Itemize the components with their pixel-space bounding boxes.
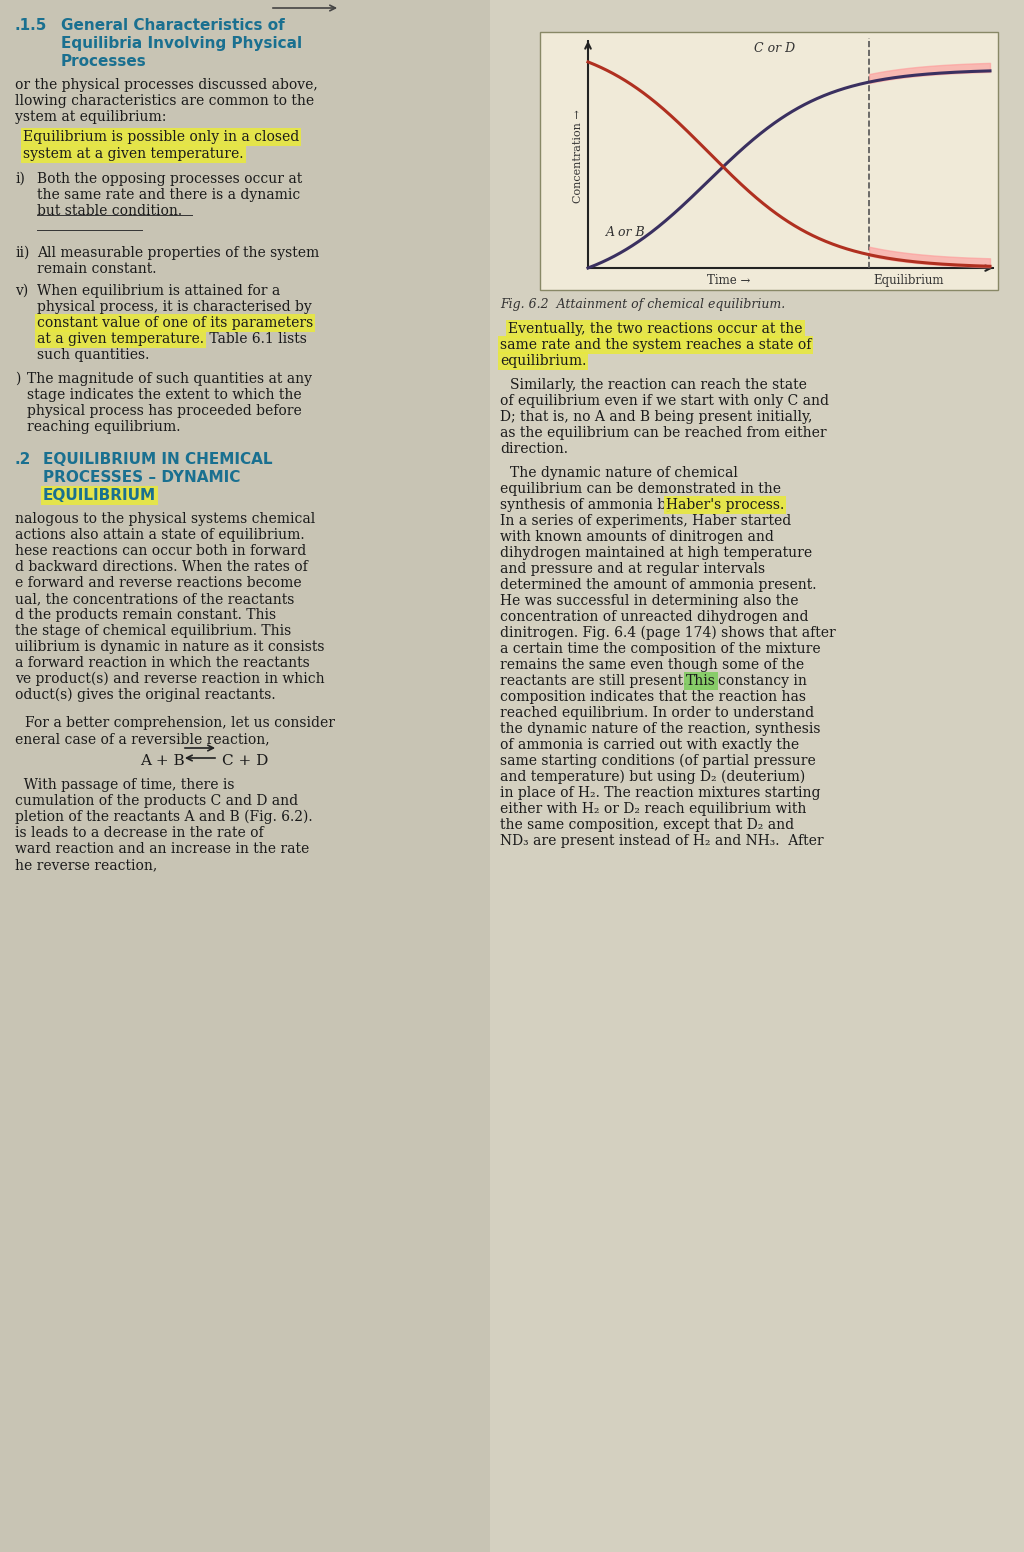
Text: oduct(s) gives the original reactants.: oduct(s) gives the original reactants. bbox=[15, 688, 275, 703]
Text: of equilibrium even if we start with only C and: of equilibrium even if we start with onl… bbox=[500, 394, 829, 408]
Text: the stage of chemical equilibrium. This: the stage of chemical equilibrium. This bbox=[15, 624, 291, 638]
Text: reached equilibrium. In order to understand: reached equilibrium. In order to underst… bbox=[500, 706, 814, 720]
Text: as the equilibrium can be reached from either: as the equilibrium can be reached from e… bbox=[500, 425, 826, 441]
Text: and temperature) but using D₂ (deuterium): and temperature) but using D₂ (deuterium… bbox=[500, 770, 805, 784]
Text: ve product(s) and reverse reaction in which: ve product(s) and reverse reaction in wh… bbox=[15, 672, 325, 686]
Text: D; that is, no A and B being present initially,: D; that is, no A and B being present ini… bbox=[500, 410, 812, 424]
Text: Time →: Time → bbox=[707, 275, 751, 287]
Text: physical process, it is characterised by: physical process, it is characterised by bbox=[37, 300, 311, 314]
Text: of ammonia is carried out with exactly the: of ammonia is carried out with exactly t… bbox=[500, 739, 799, 753]
Text: is leads to a decrease in the rate of: is leads to a decrease in the rate of bbox=[15, 826, 263, 840]
Text: General Characteristics of: General Characteristics of bbox=[61, 19, 285, 33]
Text: uilibrium is dynamic in nature as it consists: uilibrium is dynamic in nature as it con… bbox=[15, 639, 325, 653]
Text: constant value of one of its parameters: constant value of one of its parameters bbox=[37, 317, 313, 331]
Text: cumulation of the products C and D and: cumulation of the products C and D and bbox=[15, 795, 298, 809]
Text: He was successful in determining also the: He was successful in determining also th… bbox=[500, 594, 799, 608]
Text: When equilibrium is attained for a: When equilibrium is attained for a bbox=[37, 284, 281, 298]
Text: Both the opposing processes occur at: Both the opposing processes occur at bbox=[37, 172, 302, 186]
Text: Fig. 6.2  Attainment of chemical equilibrium.: Fig. 6.2 Attainment of chemical equilibr… bbox=[500, 298, 785, 310]
Text: ystem at equilibrium:: ystem at equilibrium: bbox=[15, 110, 166, 124]
Text: ward reaction and an increase in the rate: ward reaction and an increase in the rat… bbox=[15, 843, 309, 857]
Text: constancy in: constancy in bbox=[718, 674, 807, 688]
Text: direction.: direction. bbox=[500, 442, 568, 456]
Text: C or D: C or D bbox=[755, 42, 796, 54]
Text: either with H₂ or D₂ reach equilibrium with: either with H₂ or D₂ reach equilibrium w… bbox=[500, 802, 806, 816]
Text: ual, the concentrations of the reactants: ual, the concentrations of the reactants bbox=[15, 591, 294, 605]
Text: i): i) bbox=[15, 172, 25, 186]
Text: Processes: Processes bbox=[61, 54, 146, 68]
Text: PROCESSES – DYNAMIC: PROCESSES – DYNAMIC bbox=[43, 470, 241, 484]
Text: C + D: C + D bbox=[222, 754, 268, 768]
Bar bbox=[490, 0, 1024, 1552]
Text: Haber's process.: Haber's process. bbox=[666, 498, 784, 512]
Text: synthesis of ammonia by: synthesis of ammonia by bbox=[500, 498, 678, 512]
Text: With passage of time, there is: With passage of time, there is bbox=[15, 778, 234, 792]
Text: .1.5: .1.5 bbox=[15, 19, 47, 33]
Text: Eventually, the two reactions occur at the: Eventually, the two reactions occur at t… bbox=[508, 321, 803, 335]
Text: Equilibria Involving Physical: Equilibria Involving Physical bbox=[61, 36, 302, 51]
Text: Concentration →: Concentration → bbox=[573, 109, 583, 203]
Text: v): v) bbox=[15, 284, 29, 298]
FancyBboxPatch shape bbox=[540, 33, 998, 290]
Text: equilibrium.: equilibrium. bbox=[500, 354, 587, 368]
Text: ): ) bbox=[15, 372, 20, 386]
Text: such quantities.: such quantities. bbox=[37, 348, 150, 362]
Text: Equilibrium: Equilibrium bbox=[873, 275, 944, 287]
Text: reaching equilibrium.: reaching equilibrium. bbox=[27, 421, 180, 435]
Text: For a better comprehension, let us consider: For a better comprehension, let us consi… bbox=[25, 715, 335, 729]
Text: but stable condition.: but stable condition. bbox=[37, 203, 182, 217]
Text: EQUILIBRIUM IN CHEMICAL: EQUILIBRIUM IN CHEMICAL bbox=[43, 452, 272, 467]
Text: dinitrogen. Fig. 6.4 (page 174) shows that after: dinitrogen. Fig. 6.4 (page 174) shows th… bbox=[500, 625, 836, 641]
Text: In a series of experiments, Haber started: In a series of experiments, Haber starte… bbox=[500, 514, 792, 528]
Text: determined the amount of ammonia present.: determined the amount of ammonia present… bbox=[500, 577, 816, 591]
Text: equilibrium can be demonstrated in the: equilibrium can be demonstrated in the bbox=[500, 483, 781, 497]
Text: This: This bbox=[686, 674, 716, 688]
Text: reactants are still present.: reactants are still present. bbox=[500, 674, 692, 688]
Text: actions also attain a state of equilibrium.: actions also attain a state of equilibri… bbox=[15, 528, 304, 542]
Text: EQUILIBRIUM: EQUILIBRIUM bbox=[43, 487, 156, 503]
Text: eneral case of a reversible reaction,: eneral case of a reversible reaction, bbox=[15, 733, 269, 747]
Text: same starting conditions (of partial pressure: same starting conditions (of partial pre… bbox=[500, 754, 816, 768]
Text: llowing characteristics are common to the: llowing characteristics are common to th… bbox=[15, 95, 314, 109]
Text: the same rate and there is a dynamic: the same rate and there is a dynamic bbox=[37, 188, 300, 202]
Text: Equilibrium is possible only in a closed: Equilibrium is possible only in a closed bbox=[23, 130, 299, 144]
Text: .2: .2 bbox=[15, 452, 32, 467]
Bar bbox=[0, 0, 490, 1552]
Text: a certain time the composition of the mixture: a certain time the composition of the mi… bbox=[500, 643, 820, 656]
Text: All measurable properties of the system: All measurable properties of the system bbox=[37, 247, 319, 261]
Text: in place of H₂. The reaction mixtures starting: in place of H₂. The reaction mixtures st… bbox=[500, 785, 820, 799]
Text: he reverse reaction,: he reverse reaction, bbox=[15, 858, 158, 872]
Text: the dynamic nature of the reaction, synthesis: the dynamic nature of the reaction, synt… bbox=[500, 722, 820, 736]
Text: composition indicates that the reaction has: composition indicates that the reaction … bbox=[500, 691, 806, 705]
Text: The magnitude of such quantities at any: The magnitude of such quantities at any bbox=[27, 372, 312, 386]
Text: remain constant.: remain constant. bbox=[37, 262, 157, 276]
Text: system at a given temperature.: system at a given temperature. bbox=[23, 147, 244, 161]
Text: stage indicates the extent to which the: stage indicates the extent to which the bbox=[27, 388, 302, 402]
Text: a forward reaction in which the reactants: a forward reaction in which the reactant… bbox=[15, 656, 309, 670]
Text: Similarly, the reaction can reach the state: Similarly, the reaction can reach the st… bbox=[510, 379, 807, 393]
Text: at a given temperature.: at a given temperature. bbox=[37, 332, 204, 346]
Text: with known amounts of dinitrogen and: with known amounts of dinitrogen and bbox=[500, 529, 774, 545]
Text: hese reactions can occur both in forward: hese reactions can occur both in forward bbox=[15, 545, 306, 559]
Text: nalogous to the physical systems chemical: nalogous to the physical systems chemica… bbox=[15, 512, 315, 526]
Text: remains the same even though some of the: remains the same even though some of the bbox=[500, 658, 804, 672]
Text: e forward and reverse reactions become: e forward and reverse reactions become bbox=[15, 576, 302, 590]
Text: and pressure and at regular intervals: and pressure and at regular intervals bbox=[500, 562, 765, 576]
Text: The dynamic nature of chemical: The dynamic nature of chemical bbox=[510, 466, 738, 480]
Text: A + B: A + B bbox=[140, 754, 184, 768]
Text: concentration of unreacted dihydrogen and: concentration of unreacted dihydrogen an… bbox=[500, 610, 809, 624]
Text: physical process has proceeded before: physical process has proceeded before bbox=[27, 404, 302, 417]
Text: A or B: A or B bbox=[606, 227, 645, 239]
Text: or the physical processes discussed above,: or the physical processes discussed abov… bbox=[15, 78, 317, 92]
Text: pletion of the reactants A and B (Fig. 6.2).: pletion of the reactants A and B (Fig. 6… bbox=[15, 810, 312, 824]
Text: ii): ii) bbox=[15, 247, 30, 261]
Text: Table 6.1 lists: Table 6.1 lists bbox=[205, 332, 307, 346]
Text: dihydrogen maintained at high temperature: dihydrogen maintained at high temperatur… bbox=[500, 546, 812, 560]
Text: d backward directions. When the rates of: d backward directions. When the rates of bbox=[15, 560, 308, 574]
Text: the same composition, except that D₂ and: the same composition, except that D₂ and bbox=[500, 818, 795, 832]
Text: ND₃ are present instead of H₂ and NH₃.  After: ND₃ are present instead of H₂ and NH₃. A… bbox=[500, 833, 823, 847]
Text: same rate and the system reaches a state of: same rate and the system reaches a state… bbox=[500, 338, 811, 352]
Text: d the products remain constant. This: d the products remain constant. This bbox=[15, 608, 276, 622]
